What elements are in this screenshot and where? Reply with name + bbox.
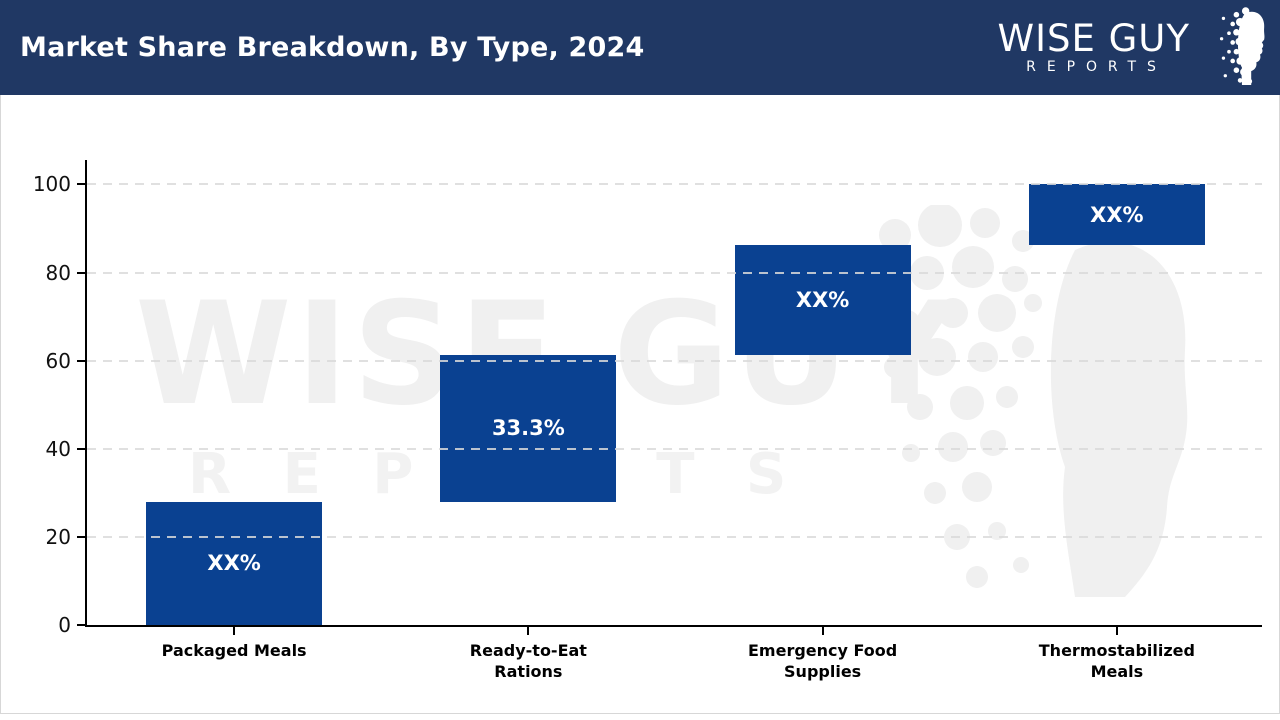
y-axis-label-20: 20 bbox=[45, 524, 71, 549]
x-category-label: Thermostabilized Meals bbox=[1038, 641, 1195, 681]
watermark-head-icon bbox=[879, 205, 1188, 597]
y-axis-label-40: 40 bbox=[45, 436, 71, 461]
wiseguy-head-icon bbox=[1219, 6, 1265, 85]
wiseguy-logo: WISE GUY REPORTS bbox=[997, 6, 1270, 89]
x-axis-tick-3 bbox=[1115, 627, 1118, 635]
gridline-40 bbox=[87, 447, 1262, 450]
y-axis-label-0: 0 bbox=[58, 613, 71, 637]
y-axis-tick-100 bbox=[77, 183, 85, 186]
y-axis-tick-40 bbox=[77, 447, 85, 450]
bar-value-label: 33.3% bbox=[491, 416, 565, 441]
gridline-80 bbox=[87, 271, 1262, 274]
bar-segment: XX% bbox=[146, 501, 323, 625]
wiseguy-logo-text: WISE GUY REPORTS bbox=[997, 16, 1190, 76]
y-axis-label-60: 60 bbox=[45, 348, 71, 373]
x-axis-tick-2 bbox=[821, 627, 824, 635]
y-axis-label-100: 100 bbox=[32, 172, 71, 197]
y-axis-tick-60 bbox=[77, 359, 85, 362]
y-axis-label-80: 80 bbox=[45, 260, 71, 285]
y-axis-tick-20 bbox=[77, 535, 85, 538]
x-axis-tick-1 bbox=[527, 627, 530, 635]
brand-subtitle: REPORTS bbox=[1026, 59, 1167, 76]
plot-area: 0 20 40 60 80 100 XX% Packaged Meals 33.3% Ready-… bbox=[33, 160, 1262, 681]
bar-segment: XX% bbox=[1028, 184, 1205, 245]
bar-segment: XX% bbox=[734, 244, 911, 355]
bar-value-label: XX% bbox=[1090, 202, 1144, 227]
x-category-label: Ready-to-Eat Rations bbox=[469, 641, 587, 681]
header-band: Market Share Breakdown, By Type, 2024 WI… bbox=[0, 0, 1280, 95]
gridline-100 bbox=[87, 183, 1262, 186]
page-title: Market Share Breakdown, By Type, 2024 bbox=[20, 32, 645, 63]
bar-segment: 33.3% bbox=[440, 354, 617, 502]
y-axis-tick-0 bbox=[77, 624, 85, 626]
y-axis-tick-80 bbox=[77, 271, 85, 274]
gridline-60 bbox=[87, 359, 1262, 362]
x-category-label: Packaged Meals bbox=[161, 641, 307, 660]
bar-value-label: XX% bbox=[795, 287, 850, 312]
gridline-20 bbox=[87, 535, 1262, 538]
bar-value-label: XX% bbox=[207, 551, 261, 576]
x-axis-tick-0 bbox=[233, 627, 236, 635]
brand-name: WISE GUY bbox=[997, 16, 1190, 60]
x-category-label: Emergency Food Supplies bbox=[748, 641, 898, 681]
